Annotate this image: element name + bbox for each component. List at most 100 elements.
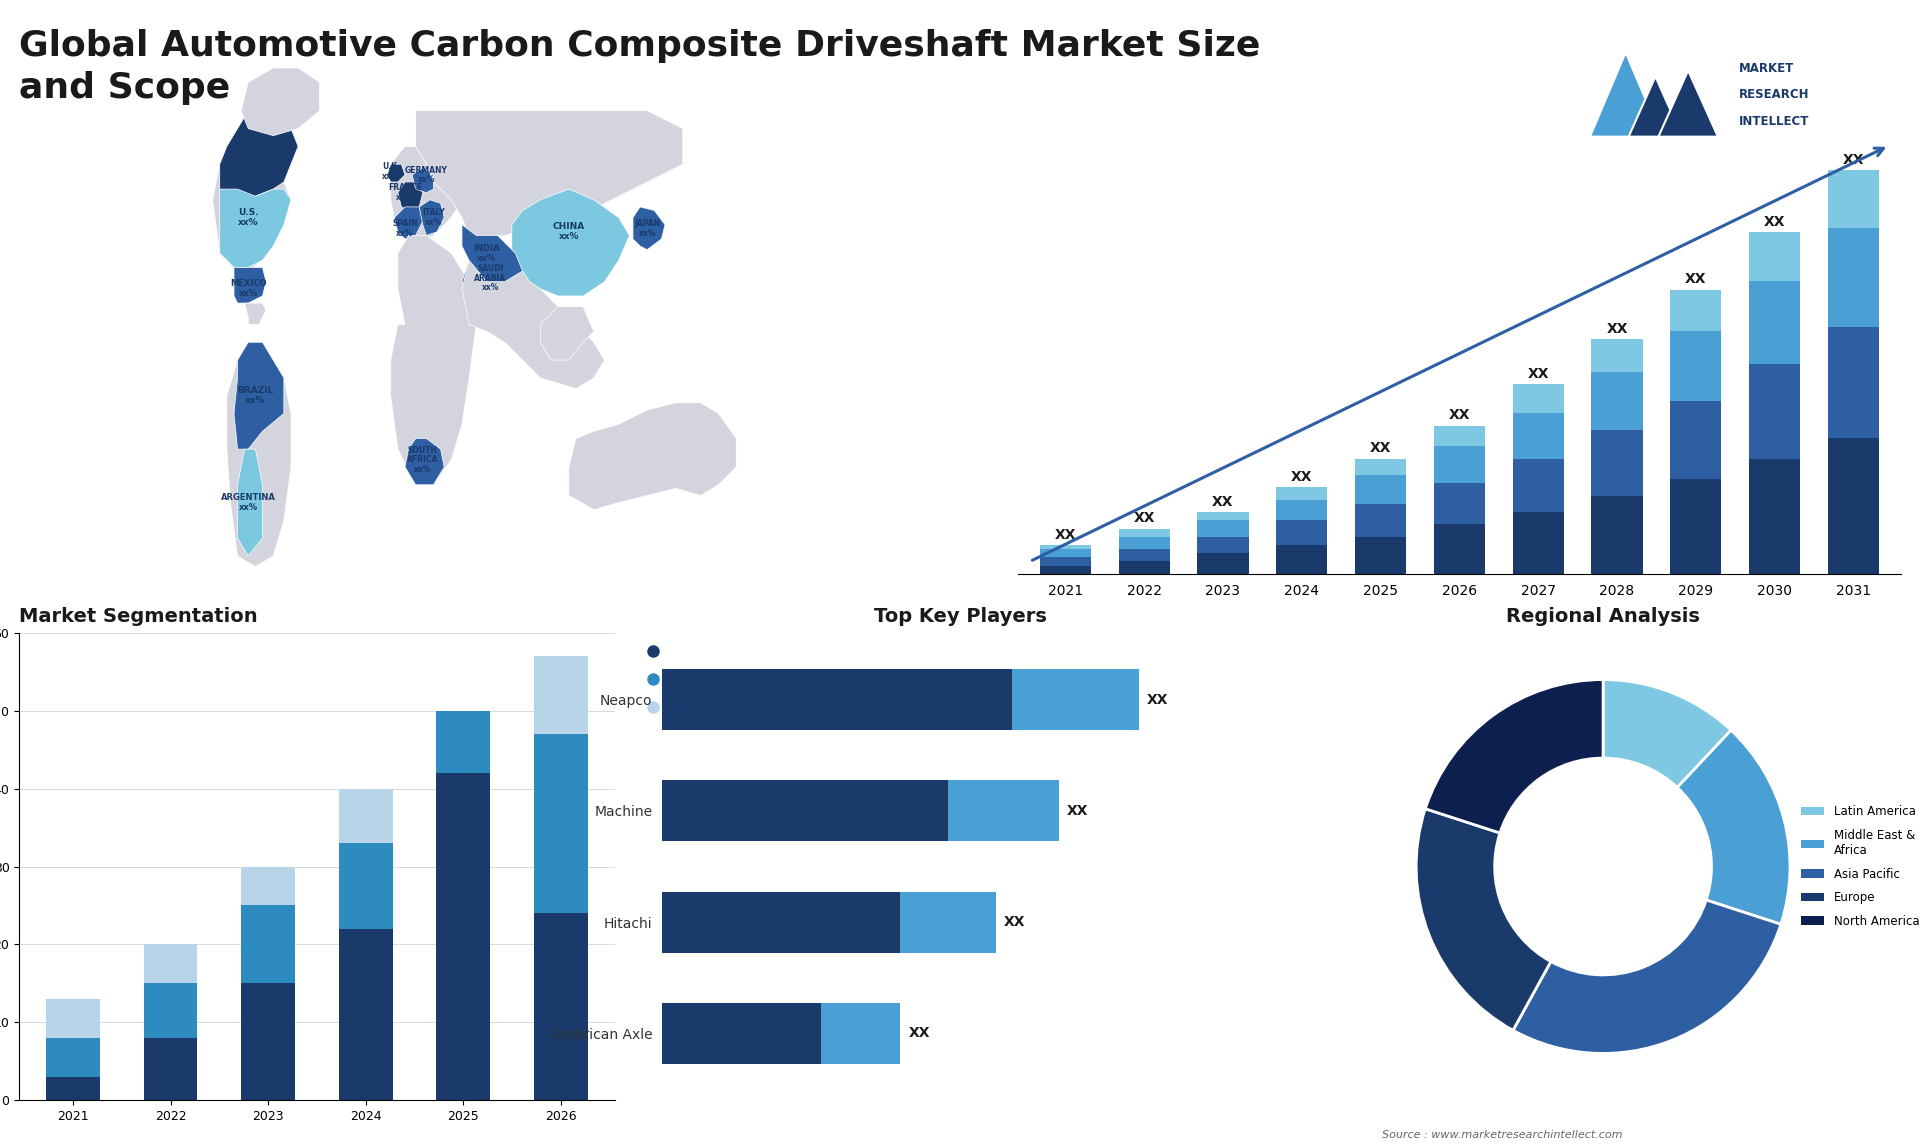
Polygon shape [1590, 53, 1661, 136]
Bar [1670, 331, 1722, 401]
Bar [1434, 425, 1484, 446]
Bar [338, 843, 392, 928]
Bar [338, 788, 392, 843]
Bar [1041, 545, 1091, 549]
Text: U.S.
xx%: U.S. xx% [238, 209, 259, 227]
Bar [1749, 282, 1801, 363]
Polygon shape [513, 189, 630, 296]
Polygon shape [419, 199, 444, 235]
Text: INDIA
xx%: INDIA xx% [474, 244, 499, 262]
Bar [242, 983, 296, 1100]
Bar [1670, 479, 1722, 574]
Bar [1828, 438, 1880, 574]
Polygon shape [397, 182, 422, 211]
Text: XX: XX [1068, 803, 1089, 818]
Bar [242, 905, 296, 983]
Wedge shape [1417, 809, 1551, 1030]
Bar [1434, 446, 1484, 484]
Bar [662, 892, 900, 952]
Polygon shape [415, 111, 684, 235]
Text: XX: XX [908, 1027, 929, 1041]
Wedge shape [1678, 730, 1789, 925]
Circle shape [1532, 795, 1674, 937]
Text: MARKET: MARKET [1740, 62, 1793, 74]
Bar [46, 1038, 100, 1077]
Polygon shape [219, 189, 292, 267]
Bar [1434, 484, 1484, 525]
Bar [242, 866, 296, 905]
Text: SPAIN
xx%: SPAIN xx% [392, 219, 419, 237]
Bar [662, 669, 1012, 730]
Bar [1041, 566, 1091, 574]
Bar [1041, 549, 1091, 557]
Text: XX: XX [1054, 527, 1075, 542]
Bar [1828, 327, 1880, 438]
Text: U.K.
xx%: U.K. xx% [382, 162, 399, 181]
Bar [1592, 372, 1644, 430]
Text: GERMANY
xx%: GERMANY xx% [405, 165, 447, 185]
Bar [534, 735, 588, 913]
Bar [1670, 290, 1722, 331]
Bar [1198, 512, 1248, 520]
Text: FRANCE
xx%: FRANCE xx% [388, 183, 422, 202]
Text: XX: XX [1686, 273, 1707, 286]
Text: XX: XX [1133, 511, 1156, 525]
Polygon shape [1628, 77, 1682, 136]
Bar [1434, 525, 1484, 574]
Polygon shape [1659, 71, 1718, 136]
Wedge shape [1513, 900, 1782, 1053]
Bar [1277, 487, 1327, 500]
Polygon shape [463, 225, 522, 282]
Polygon shape [634, 207, 664, 250]
Text: MEXICO
xx%: MEXICO xx% [230, 280, 267, 298]
Bar [1012, 669, 1139, 730]
Bar [1828, 171, 1880, 228]
Text: CHINA
xx%: CHINA xx% [553, 222, 586, 241]
Bar [1198, 520, 1248, 536]
Bar [436, 774, 490, 1100]
Polygon shape [227, 343, 292, 566]
Title: Top Key Players: Top Key Players [874, 606, 1046, 626]
Bar [1277, 500, 1327, 520]
Text: XX: XX [1843, 154, 1864, 167]
Bar [1277, 545, 1327, 574]
Text: CANADA
xx%: CANADA xx% [234, 138, 276, 156]
Bar [1592, 495, 1644, 574]
Legend: Latin America, Middle East &
Africa, Asia Pacific, Europe, North America: Latin America, Middle East & Africa, Asi… [1795, 801, 1920, 933]
Bar [1592, 339, 1644, 372]
Polygon shape [405, 439, 444, 485]
Bar [1670, 401, 1722, 479]
Text: JAPAN
xx%: JAPAN xx% [634, 219, 660, 237]
Text: XX: XX [1212, 495, 1235, 509]
Polygon shape [463, 253, 605, 388]
Text: XX: XX [1764, 214, 1786, 229]
Text: BRAZIL
xx%: BRAZIL xx% [238, 386, 273, 405]
Bar [662, 780, 948, 841]
Bar [662, 1003, 822, 1063]
Polygon shape [392, 235, 476, 485]
Text: XX: XX [1146, 692, 1167, 707]
Text: XX: XX [1004, 916, 1025, 929]
Polygon shape [184, 57, 826, 574]
Text: ITALY
xx%: ITALY xx% [422, 209, 445, 227]
Polygon shape [568, 403, 735, 510]
Polygon shape [413, 167, 434, 193]
Bar [436, 711, 490, 774]
Text: ARGENTINA
xx%: ARGENTINA xx% [221, 493, 276, 512]
Bar [1513, 384, 1565, 414]
Bar [1749, 231, 1801, 282]
Bar [144, 983, 198, 1038]
Bar [144, 944, 198, 983]
Bar [1513, 512, 1565, 574]
Bar [1119, 549, 1169, 562]
Polygon shape [219, 103, 298, 196]
Polygon shape [463, 253, 513, 303]
Bar [1828, 228, 1880, 327]
Bar [46, 999, 100, 1038]
Bar [1749, 458, 1801, 574]
Bar [948, 780, 1060, 841]
Legend: Type, Application, Geography: Type, Application, Geography [634, 639, 762, 721]
Text: XX: XX [1528, 367, 1549, 382]
Bar [1119, 536, 1169, 549]
Bar [822, 1003, 900, 1063]
